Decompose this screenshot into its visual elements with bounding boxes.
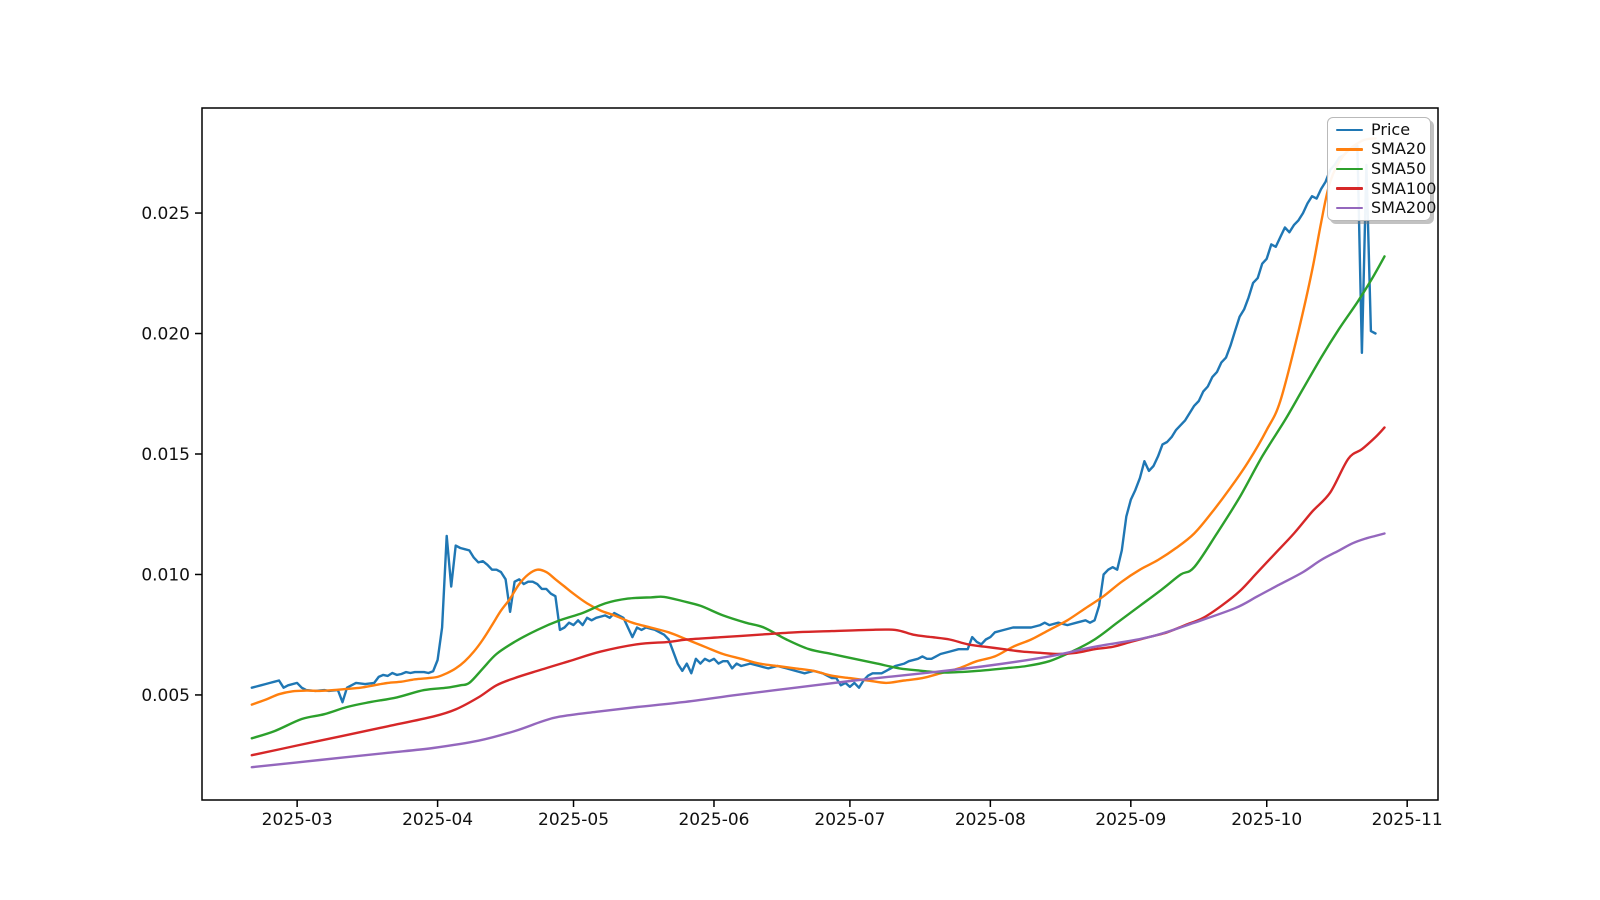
x-tick-label: 2025-10 [1231,810,1302,830]
legend-label: SMA100 [1371,178,1437,198]
legend-label: SMA50 [1371,158,1427,178]
legend-line-sample-sma20 [1336,148,1363,151]
x-tick-label: 2025-05 [538,810,609,830]
legend-label: Price [1371,119,1411,139]
legend-item-price: Price [1336,120,1422,140]
y-tick-label: 0.020 [141,325,190,345]
legend-line-sample-sma100 [1336,187,1363,190]
y-tick-label: 0.010 [141,565,190,585]
x-tick-label: 2025-11 [1372,810,1443,830]
x-tick-label: 2025-04 [402,810,473,830]
x-tick-label: 2025-09 [1095,810,1166,830]
legend-line-sample-price [1336,128,1363,132]
y-tick-label: 0.015 [141,445,190,465]
y-tick-label: 0.025 [141,204,190,224]
x-tick-label: 2025-06 [678,810,749,830]
series-line-sma100 [250,426,1386,757]
series-line-sma200 [250,532,1386,769]
legend-line-sample-sma200 [1336,206,1363,210]
legend: Price SMA20 SMA50 SMA100 SMA200 [1327,117,1436,221]
legend-label: SMA20 [1371,139,1427,159]
series-line-sma50 [250,255,1386,740]
legend-item-sma200: SMA200 [1336,198,1436,218]
legend-item-sma50: SMA50 [1336,159,1426,179]
y-tick-label: 0.005 [141,686,190,706]
x-tick-label: 2025-08 [955,810,1026,830]
series-line-sma20 [250,137,1377,706]
legend-item-sma20: SMA20 [1336,140,1426,160]
x-tick-label: 2025-07 [814,810,885,830]
legend-line-sample-sma50 [1336,167,1363,171]
legend-label: SMA200 [1371,198,1437,218]
x-tick-label: 2025-03 [262,810,333,830]
legend-item-sma100: SMA100 [1336,179,1436,199]
